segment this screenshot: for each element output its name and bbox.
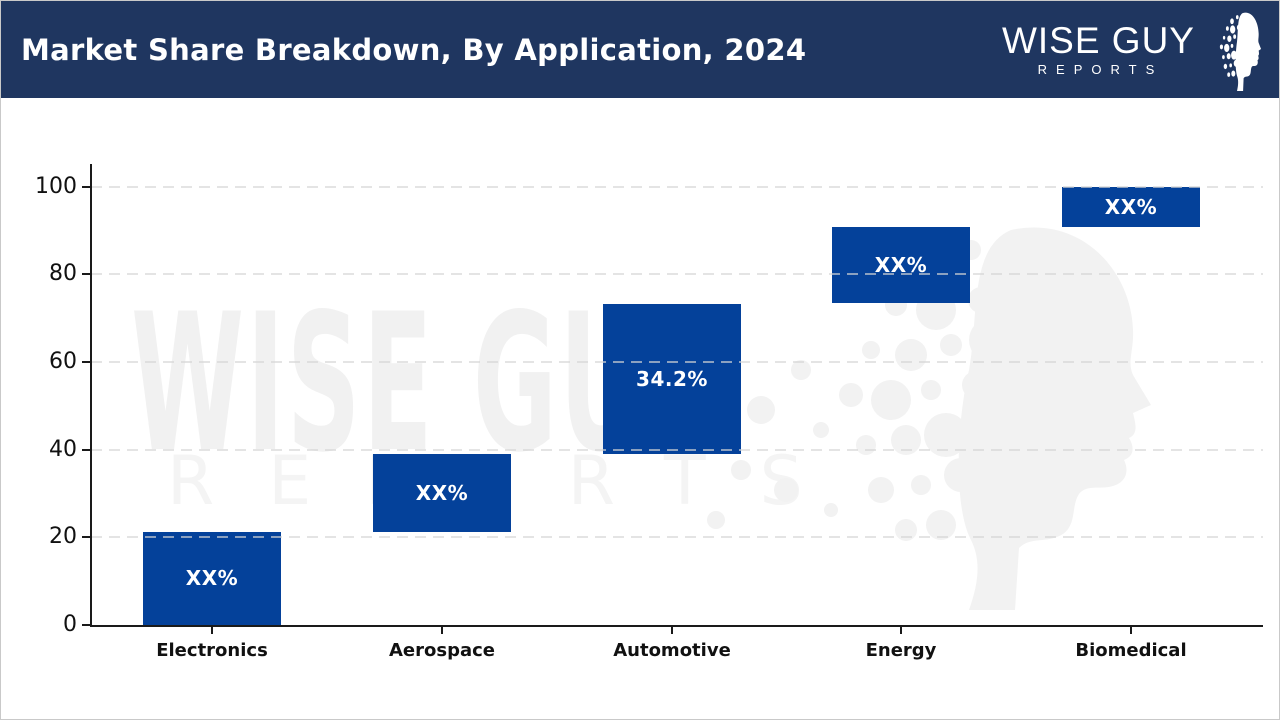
y-tick-label-20: 20: [49, 524, 77, 550]
watermark-text-sub: REPORTS: [167, 442, 857, 521]
x-tick-mark-automotive: [671, 627, 673, 634]
bar-energy: XX%: [832, 226, 970, 304]
x-category-label-automotive: Automotive: [613, 640, 731, 661]
bar-value-label-aerospace: XX%: [415, 480, 469, 505]
logo-wordmark: WISE GUY REPORTS: [1002, 22, 1195, 77]
header: Market Share Breakdown, By Application, …: [1, 1, 1279, 98]
gridline-100: [91, 185, 1263, 188]
bar-electronics: XX%: [143, 531, 281, 625]
bar-value-label-biomedical: XX%: [1104, 194, 1158, 219]
y-axis-line: [90, 164, 92, 627]
page-title: Market Share Breakdown, By Application, …: [21, 32, 807, 67]
x-tick-mark-biomedical: [1130, 627, 1132, 634]
y-tick-label-80: 80: [49, 261, 77, 287]
gridline-80: [91, 273, 1263, 276]
y-tick-mark-100: [82, 185, 90, 188]
x-category-label-aerospace: Aerospace: [388, 640, 495, 661]
gridline-40: [91, 448, 1263, 451]
bar-value-label-electronics: XX%: [185, 566, 239, 591]
x-tick-mark-aerospace: [441, 627, 443, 634]
bar-aerospace: XX%: [373, 453, 511, 532]
bar-value-label-automotive: 34.2%: [636, 366, 708, 391]
y-tick-label-0: 0: [63, 612, 77, 637]
y-tick-mark-40: [82, 448, 90, 451]
brand-logo: WISE GUY REPORTS: [1002, 9, 1265, 91]
logo-main-text: WISE GUY: [1001, 20, 1195, 61]
bar-automotive: 34.2%: [603, 304, 741, 454]
y-tick-label-100: 100: [35, 173, 77, 199]
x-category-label-electronics: Electronics: [156, 640, 268, 661]
y-tick-mark-60: [82, 360, 90, 363]
y-tick-mark-80: [82, 273, 90, 276]
bar-biomedical: XX%: [1062, 186, 1200, 227]
x-axis-line: [90, 625, 1263, 627]
y-tick-label-60: 60: [49, 348, 77, 374]
logo-sub-text: REPORTS: [1037, 62, 1164, 77]
y-tick-mark-0: [82, 624, 90, 626]
y-tick-mark-20: [82, 536, 90, 539]
logo-head-icon: [1219, 12, 1262, 91]
gridline-20: [91, 536, 1263, 539]
x-category-label-biomedical: Biomedical: [1075, 640, 1187, 661]
x-tick-mark-energy: [900, 627, 902, 634]
chart-area: WISE GUY REPORTS: [1, 98, 1279, 719]
x-tick-mark-electronics: [211, 627, 213, 634]
x-category-label-energy: Energy: [865, 640, 937, 661]
gridline-60: [91, 360, 1263, 363]
y-tick-label-40: 40: [49, 436, 77, 462]
